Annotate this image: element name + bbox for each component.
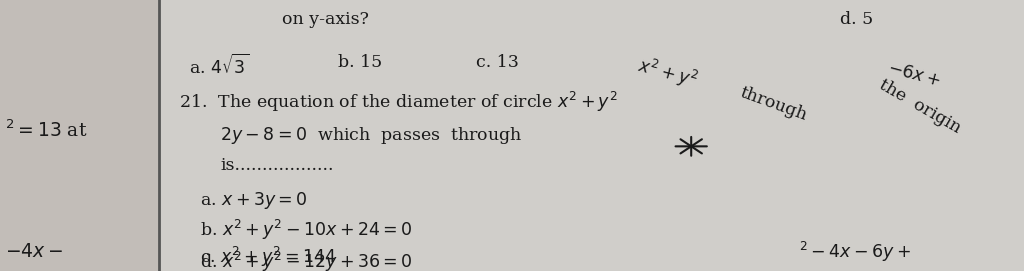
Text: a. $x+3y=0$: a. $x+3y=0$ — [200, 190, 307, 211]
Text: $2y-8=0$  which  passes  through: $2y-8=0$ which passes through — [220, 125, 522, 146]
Text: b. 15: b. 15 — [338, 54, 382, 71]
Bar — [0, 0, 159, 271]
Text: $x^2+y^2$: $x^2+y^2$ — [635, 54, 699, 93]
Text: 21.  The equation of the diameter of circle $x^2+y^2$: 21. The equation of the diameter of circ… — [179, 89, 617, 114]
Text: $-6x+$: $-6x+$ — [886, 60, 942, 90]
Text: the  origin: the origin — [876, 76, 964, 136]
Text: d. $x^2+y^2-12y+36=0$: d. $x^2+y^2-12y+36=0$ — [200, 250, 413, 271]
Text: on y-axis?: on y-axis? — [282, 11, 369, 28]
Text: b. $x^2+y^2-10x+24=0$: b. $x^2+y^2-10x+24=0$ — [200, 218, 413, 242]
Text: $-4x-$: $-4x-$ — [5, 243, 63, 261]
Text: d. 5: d. 5 — [840, 11, 872, 28]
Text: is..................: is.................. — [220, 157, 334, 174]
Text: $^2-4x-6y+$: $^2-4x-6y+$ — [799, 240, 910, 264]
Text: a. $4\sqrt{3}$: a. $4\sqrt{3}$ — [189, 54, 250, 78]
Text: through: through — [737, 84, 809, 124]
Text: c. $x^2+y^2=144$: c. $x^2+y^2=144$ — [200, 245, 336, 269]
Text: $^2=13$ at: $^2=13$ at — [5, 119, 88, 141]
Text: c. 13: c. 13 — [476, 54, 519, 71]
